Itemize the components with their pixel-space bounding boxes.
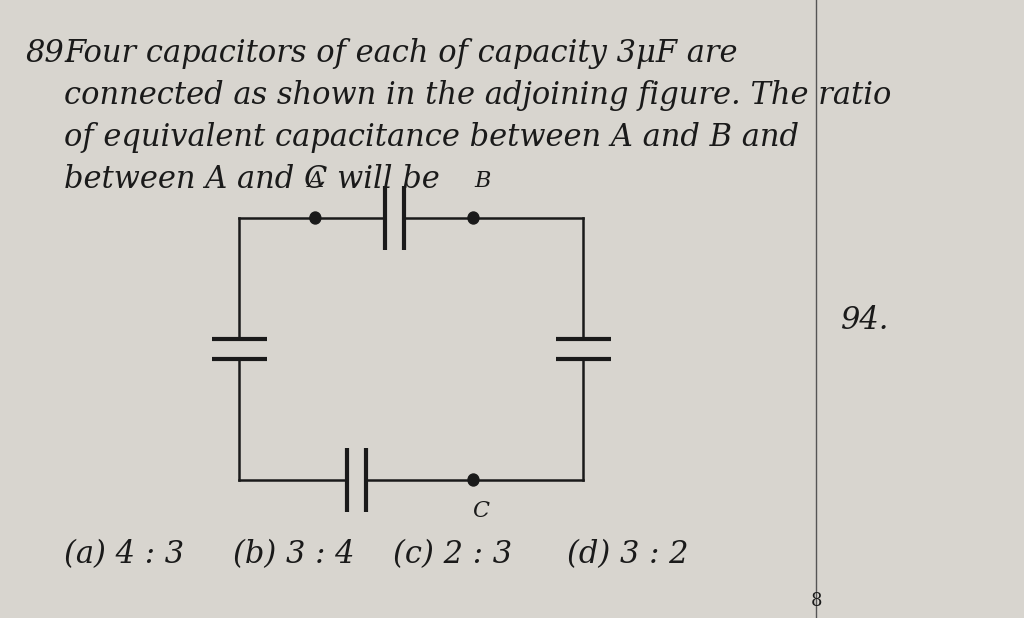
Text: (c) 2 : 3: (c) 2 : 3 (393, 540, 512, 570)
Text: B: B (474, 170, 490, 192)
Circle shape (468, 474, 479, 486)
Text: connected as shown in the adjoining figure. The ratio: connected as shown in the adjoining figu… (63, 80, 891, 111)
Text: 89.: 89. (26, 38, 74, 69)
Text: (a) 4 : 3: (a) 4 : 3 (63, 540, 184, 570)
Circle shape (310, 212, 321, 224)
Text: (b) 3 : 4: (b) 3 : 4 (233, 540, 354, 570)
Text: Four capacitors of each of capacity 3μF are: Four capacitors of each of capacity 3μF … (63, 38, 737, 69)
Text: of equivalent capacitance between A and B and: of equivalent capacitance between A and … (63, 122, 799, 153)
Text: A: A (307, 170, 324, 192)
Text: 94.: 94. (841, 305, 890, 336)
Text: between A and C will be: between A and C will be (63, 164, 439, 195)
Text: C: C (472, 500, 489, 522)
Circle shape (468, 212, 479, 224)
Text: 8: 8 (810, 592, 822, 610)
Text: (d) 3 : 2: (d) 3 : 2 (566, 540, 688, 570)
